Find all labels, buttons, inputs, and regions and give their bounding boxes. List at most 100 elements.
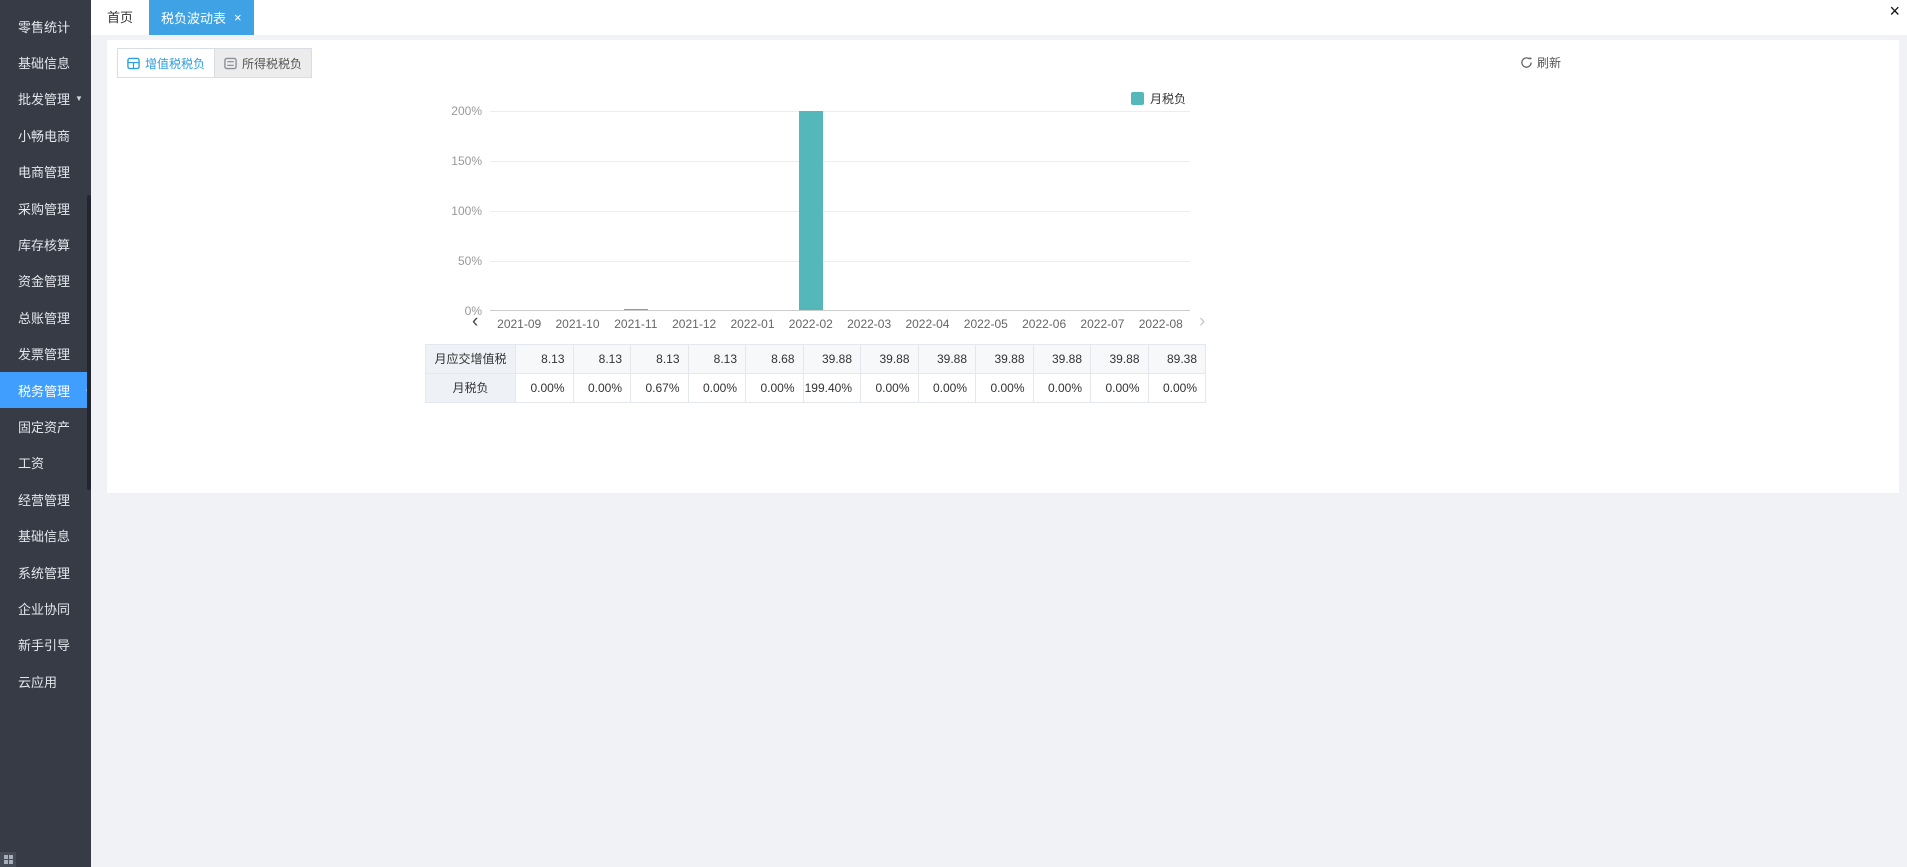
- sidebar-item[interactable]: 基础信息: [0, 517, 91, 553]
- sidebar-item-label: 经营管理: [18, 492, 71, 508]
- table-cell: 0.00%: [516, 374, 574, 403]
- table-cell: 89.38: [1148, 345, 1206, 374]
- sidebar-item[interactable]: 工资: [0, 445, 91, 481]
- sidebar-item-label: 新手引导: [18, 638, 71, 654]
- sidebar-item-label: 基础信息: [18, 56, 71, 72]
- table-cell: 0.00%: [1148, 374, 1206, 403]
- x-axis-labels: 2021-09 2021-10 2021-11 2021-12 2022-01 2022-…: [490, 317, 1190, 331]
- sidebar-item[interactable]: 经营管理: [0, 481, 91, 517]
- tab-close-icon[interactable]: ×: [234, 10, 242, 25]
- sidebar-item-label: 零售统计: [18, 19, 71, 35]
- x-axis-label: 2021-11: [614, 317, 658, 331]
- sidebar-item-label: 基础信息: [18, 529, 71, 545]
- table-cell: 8.68: [746, 345, 804, 374]
- gridline: [490, 161, 1190, 162]
- sidebar-item[interactable]: 云应用: [0, 663, 91, 699]
- gridline: [490, 261, 1190, 262]
- sidebar-item-label: 资金管理: [18, 274, 71, 290]
- sidebar-item-label: 税务管理: [18, 383, 71, 399]
- table-row: 月应交增值税 8.13 8.13 8.13 8.13 8.68 39.88 39.88 39.8…: [426, 345, 1206, 374]
- table-cell: 0.00%: [746, 374, 804, 403]
- table-cell: 39.88: [1033, 345, 1091, 374]
- sidebar-item[interactable]: 系统管理: [0, 554, 91, 590]
- sidebar-item[interactable]: 小畅电商: [0, 117, 91, 153]
- chart-legend[interactable]: 月税负: [1131, 90, 1186, 107]
- tab-vat-burden[interactable]: 增值税税负: [117, 48, 216, 78]
- y-axis-tick: 100%: [451, 204, 482, 218]
- x-axis-label: 2022-02: [788, 317, 833, 331]
- row-header: 月应交增值税: [426, 345, 516, 374]
- sidebar-item-label: 发票管理: [18, 347, 71, 363]
- table-cell: 0.00%: [573, 374, 631, 403]
- refresh-button[interactable]: 刷新: [1520, 54, 1561, 71]
- tab-income-tax-burden[interactable]: 所得税税负: [214, 48, 313, 78]
- x-axis-label: 2022-01: [730, 317, 775, 331]
- x-axis-label: 2022-04: [905, 317, 950, 331]
- x-axis-label: 2022-07: [1080, 317, 1125, 331]
- tax-data-table: 月应交增值税 8.13 8.13 8.13 8.13 8.68 39.88 39.88 39.8…: [425, 344, 1206, 403]
- table-cell: 0.00%: [1033, 374, 1091, 403]
- chart-next-arrow[interactable]: ›: [1199, 311, 1206, 332]
- sidebar-item-label: 云应用: [18, 674, 58, 690]
- y-axis-tick: 50%: [457, 254, 482, 268]
- table-cell: 8.13: [631, 345, 689, 374]
- top-tab-bar: 首页 税负波动表 ×: [91, 0, 1907, 35]
- sidebar-item[interactable]: 总账管理: [0, 299, 91, 335]
- legend-label: 月税负: [1150, 92, 1187, 106]
- sidebar-item[interactable]: 基础信息: [0, 44, 91, 80]
- table-cell: 0.00%: [861, 374, 919, 403]
- sidebar-item[interactable]: 批发管理 ▼: [0, 81, 91, 117]
- sidebar-item-label: 小畅电商: [18, 128, 71, 144]
- refresh-icon: [1521, 56, 1533, 68]
- sidebar-item-label: 采购管理: [18, 201, 71, 217]
- sidebar-bottom-grid-icon[interactable]: [0, 852, 16, 867]
- document-report-icon: [224, 57, 237, 69]
- sidebar-scrollbar[interactable]: [87, 195, 91, 490]
- sidebar-item[interactable]: 零售统计: [0, 8, 91, 44]
- tab-vat-burden-label: 增值税税负: [145, 56, 206, 71]
- sidebar-item-label: 企业协同: [18, 601, 71, 617]
- tab-home[interactable]: 首页: [107, 10, 134, 25]
- sidebar-item[interactable]: 采购管理: [0, 190, 91, 226]
- window-close-icon[interactable]: ×: [1889, 1, 1900, 21]
- table-cell: 0.00%: [918, 374, 976, 403]
- y-axis-tick: 150%: [451, 154, 482, 168]
- sidebar-item-label: 总账管理: [18, 310, 71, 326]
- tab-active[interactable]: 税负波动表 ×: [149, 0, 254, 35]
- sidebar-item-label: 批发管理: [18, 92, 71, 108]
- tab-income-tax-burden-label: 所得税税负: [242, 56, 303, 71]
- table-cell: 0.00%: [1091, 374, 1149, 403]
- sidebar-item[interactable]: 税务管理: [0, 371, 91, 409]
- row-header: 月税负: [426, 374, 516, 403]
- sidebar-item[interactable]: 库存核算: [0, 226, 91, 262]
- bar-chart-plot: ‹ › 2021-09 2021-10 2021-11 2021-12 2022-01 2…: [451, 104, 1205, 331]
- x-axis-label: 2022-06: [1022, 317, 1067, 331]
- table-report-icon: [127, 57, 140, 69]
- refresh-label: 刷新: [1537, 56, 1562, 70]
- table-cell: 0.00%: [976, 374, 1034, 403]
- sidebar-item[interactable]: 电商管理: [0, 154, 91, 190]
- gridline: [490, 111, 1190, 112]
- sidebar-item[interactable]: 新手引导: [0, 627, 91, 663]
- sidebar-item[interactable]: 资金管理: [0, 263, 91, 299]
- sidebar-item-label: 系统管理: [18, 565, 71, 581]
- sidebar-item-label: 库存核算: [18, 238, 71, 254]
- gridline: [490, 211, 1190, 212]
- table-cell: 39.88: [918, 345, 976, 374]
- sidebar-item-label: 工资: [18, 456, 45, 472]
- sidebar-item[interactable]: 固定资产: [0, 408, 91, 444]
- x-axis-label: 2021-12: [672, 317, 717, 331]
- x-axis-label: 2022-08: [1138, 317, 1183, 331]
- table-cell: 0.00%: [688, 374, 746, 403]
- tab-active-label: 税负波动表: [161, 11, 227, 26]
- table-cell: 8.13: [516, 345, 574, 374]
- table-cell: 0.67%: [631, 374, 689, 403]
- chevron-down-icon: ▼: [75, 94, 83, 104]
- sidebar-item[interactable]: 发票管理: [0, 336, 91, 372]
- bar-2021-11: [623, 309, 648, 310]
- sidebar-menu: 零售统计 基础信息 批发管理 ▼ 小畅电商 电商管理 采购管理 库存核算 资金管理 总账管理 发票管…: [0, 0, 91, 699]
- chart-prev-arrow[interactable]: ‹: [472, 311, 479, 332]
- table-row: 月税负 0.00% 0.00% 0.67% 0.00% 0.00% 199.40% 0.00%…: [426, 374, 1206, 403]
- sidebar-item[interactable]: 企业协同: [0, 590, 91, 626]
- table-cell: 8.13: [573, 345, 631, 374]
